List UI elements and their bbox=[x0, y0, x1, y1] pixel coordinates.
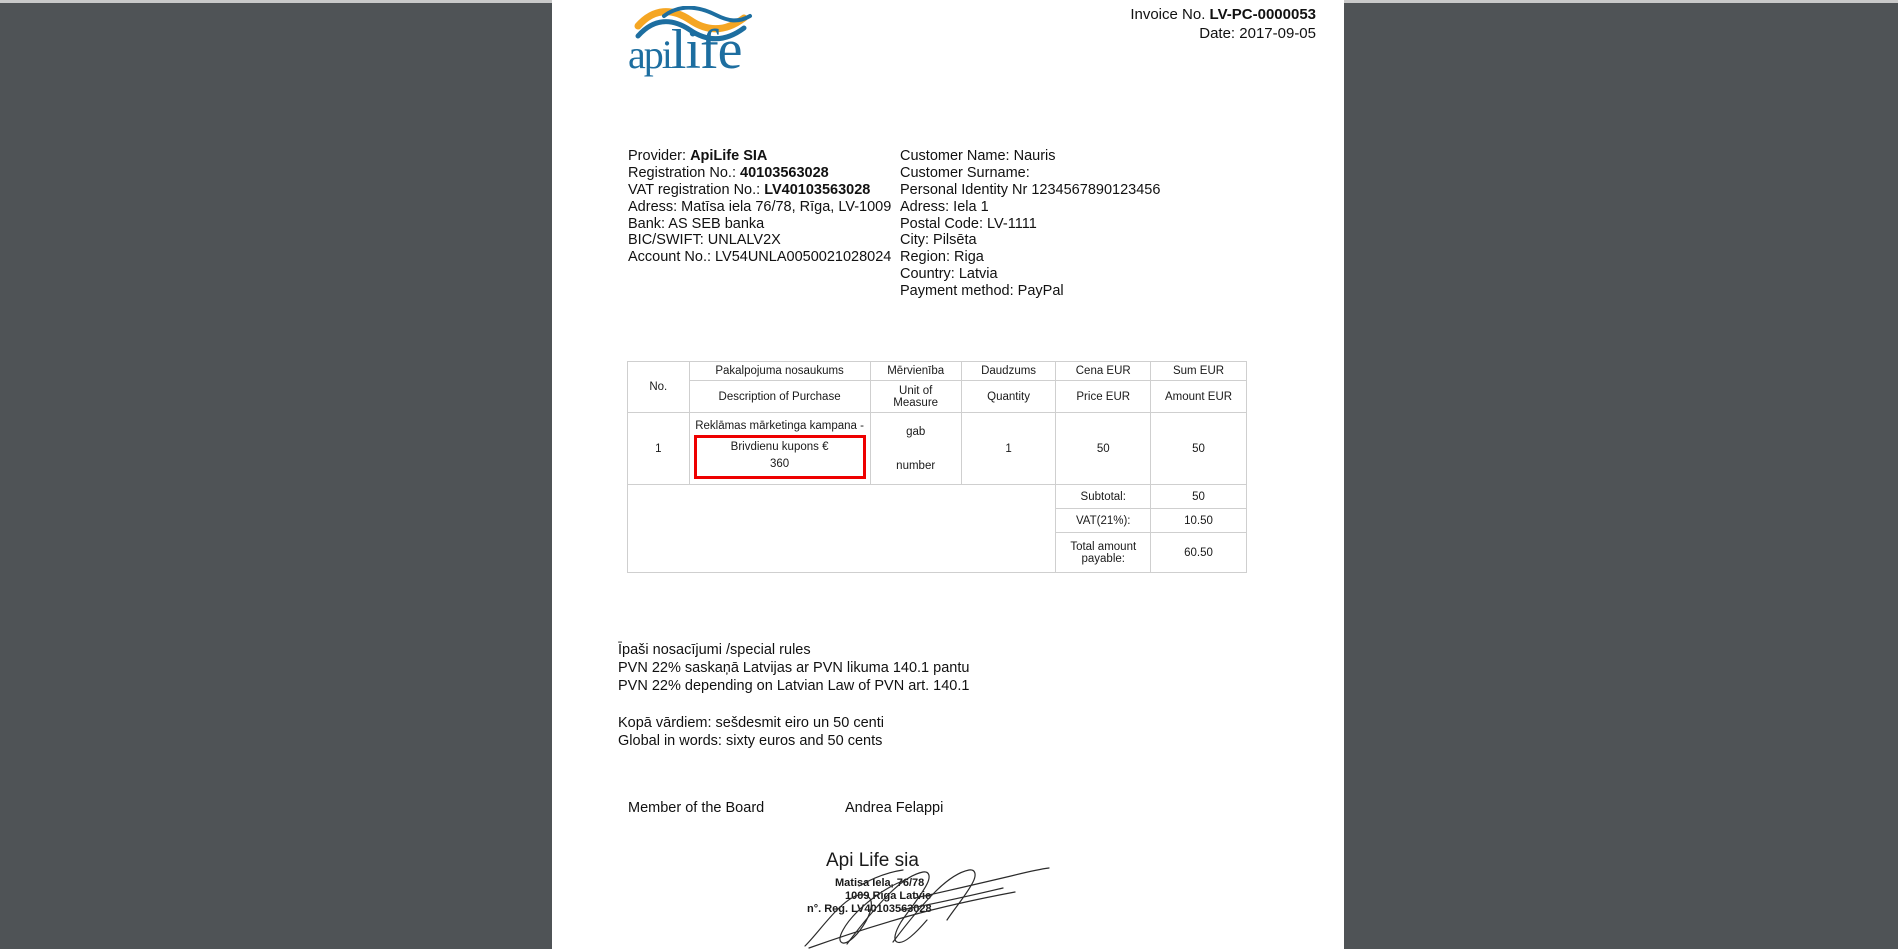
col-price-header-en: Price EUR bbox=[1055, 380, 1152, 413]
notes-pvn-en: PVN 22% depending on Latvian Law of PVN … bbox=[618, 677, 970, 694]
cell-row-no: 1 bbox=[627, 412, 690, 485]
amount-in-words-en: Global in words: sixty euros and 50 cent… bbox=[618, 732, 883, 749]
provider-address-line: Adress: Matīsa iela 76/78, Rīga, LV-1009 bbox=[628, 198, 892, 215]
amount-in-words-lv: Kopā vārdiem: sešdesmit eiro un 50 centi bbox=[618, 714, 884, 731]
cell-unit-spacer bbox=[875, 438, 957, 460]
provider-vatno-label: VAT registration No.: bbox=[628, 181, 765, 198]
customer-personal-id-line: Personal Identity Nr 1234567890123456 bbox=[900, 181, 1161, 198]
total-amount-label-l2: payable: bbox=[1081, 552, 1125, 565]
wave-swoosh-icon bbox=[634, 6, 752, 42]
invoice-meta: Invoice No. LV-PC-0000053 Date: 2017-09-… bbox=[1130, 6, 1316, 44]
stamp-title: Api Life sia bbox=[826, 850, 919, 871]
notes-pvn-lv: PVN 22% saskaņā Latvijas ar PVN likuma 1… bbox=[618, 659, 970, 676]
customer-address-line: Adress: Iela 1 bbox=[900, 198, 989, 215]
col-no-header: No. bbox=[627, 361, 690, 413]
table-row: 1 Reklāmas mārketinga kampana - Brivdien… bbox=[627, 412, 1247, 485]
provider-regno-line: Registration No.: 40103563028 bbox=[628, 165, 891, 182]
vat-label: VAT(21%): bbox=[1055, 508, 1152, 533]
signatory-name: Andrea Felappi bbox=[845, 800, 944, 816]
subtotal-label: Subtotal: bbox=[1055, 484, 1152, 509]
col-price-header-lv: Cena EUR bbox=[1055, 361, 1152, 381]
provider-block: Provider: ApiLife SIA Registration No.: … bbox=[628, 148, 891, 266]
invoice-date-label: Date: bbox=[1199, 24, 1236, 42]
provider-vatno-line: VAT registration No.: LV40103563028 bbox=[628, 182, 891, 199]
customer-country-line: Country: Latvia bbox=[900, 266, 998, 283]
col-unit-header-lv: Mērvienība bbox=[869, 361, 962, 381]
col-quantity-header-en: Quantity bbox=[960, 380, 1057, 413]
provider-name-label: Provider: bbox=[628, 148, 691, 164]
cell-unit-en: number bbox=[896, 459, 936, 472]
customer-name-line: Customer Name: Nauris bbox=[900, 148, 1056, 164]
signatory-role: Member of the Board bbox=[628, 800, 765, 816]
line-items-table: No. Pakalpojuma nosaukums Mērvienība Dau… bbox=[626, 361, 1247, 573]
totals-row-total: Total amount payable: 60.50 bbox=[628, 532, 1247, 573]
customer-city-line: City: Pilsēta bbox=[900, 232, 977, 249]
stamp-city-line: 1009 Riga Latvie bbox=[845, 890, 932, 902]
col-unit-header-en-l2: Measure bbox=[893, 396, 939, 409]
invoice-number-row: Invoice No. LV-PC-0000053 bbox=[1130, 6, 1316, 25]
logo-life-text: life bbox=[670, 19, 743, 81]
col-amount-header-lv: Sum EUR bbox=[1150, 361, 1247, 381]
total-amount-label: Total amount payable: bbox=[1055, 532, 1152, 573]
totals-row-subtotal: Subtotal: 50 bbox=[626, 484, 1247, 573]
customer-block: Customer Name: Nauris Customer Surname: … bbox=[900, 148, 1160, 300]
invoice-number-value: LV-PC-0000053 bbox=[1209, 6, 1316, 23]
totals-blank-area bbox=[626, 484, 1057, 573]
invoice-header: apilife Invoice No. LV-PC-0000053 Date: … bbox=[552, 0, 1344, 92]
customer-postal-code-line: Postal Code: LV-1111 bbox=[900, 215, 1037, 232]
stamp-address-line: Matisa Iela, 76/78 bbox=[835, 877, 925, 889]
notes-spacer bbox=[618, 696, 969, 715]
customer-region-line: Region: Riga bbox=[900, 249, 984, 266]
cell-unit: gab number bbox=[869, 412, 962, 485]
provider-account-line: Account No.: LV54UNLA0050021028024 bbox=[628, 249, 892, 266]
col-amount-header-en: Amount EUR bbox=[1150, 380, 1247, 413]
table-header-row-lv: No. Pakalpojuma nosaukums Mērvienība Dau… bbox=[627, 361, 1247, 413]
cell-quantity: 1 bbox=[960, 412, 1057, 485]
provider-bank-line: Bank: AS SEB banka bbox=[628, 215, 765, 232]
total-amount-label-l1: Total amount bbox=[1070, 540, 1137, 553]
vat-value: 10.50 bbox=[1150, 508, 1247, 533]
provider-vatno-value: LV40103563028 bbox=[764, 181, 871, 198]
provider-name-value: ApiLife SIA bbox=[690, 148, 768, 164]
invoice-page: apilife Invoice No. LV-PC-0000053 Date: … bbox=[552, 0, 1344, 949]
customer-payment-method-line: Payment method: PayPal bbox=[900, 283, 1064, 300]
notes-title: Īpaši nosacījumi /special rules bbox=[618, 642, 811, 658]
col-unit-header-en: Unit of Measure bbox=[869, 380, 962, 413]
provider-regno-value: 40103563028 bbox=[740, 164, 829, 181]
col-description-header-lv: Pakalpojuma nosaukums bbox=[688, 361, 871, 381]
invoice-date-value: 2017-09-05 bbox=[1239, 24, 1316, 42]
total-amount-value: 60.50 bbox=[1150, 532, 1247, 573]
stamp-regno-line: n°. Reg. LV40103563028 bbox=[807, 903, 932, 915]
line-items-table-wrapper: No. Pakalpojuma nosaukums Mērvienība Dau… bbox=[626, 361, 1247, 573]
logo-api-text: api bbox=[628, 32, 673, 77]
cell-amount: 50 bbox=[1150, 412, 1247, 485]
table-header-row-en: Description of Purchase Unit of Measure … bbox=[628, 380, 1247, 413]
handwritten-signature bbox=[804, 867, 1050, 949]
col-unit-header-en-l1: Unit of bbox=[899, 384, 933, 397]
subtotal-value: 50 bbox=[1150, 484, 1247, 509]
provider-swift-line: BIC/SWIFT: UNLALV2X bbox=[628, 232, 781, 249]
special-rules-notes: Īpaši nosacījumi /special rules PVN 22% … bbox=[618, 642, 969, 751]
provider-name-line: Provider: ApiLife SIA bbox=[628, 148, 891, 165]
col-description-header-en: Description of Purchase bbox=[688, 380, 871, 413]
description-line-1: Reklāmas mārketinga kampana - bbox=[695, 420, 864, 433]
cell-description: Reklāmas mārketinga kampana - Brivdienu … bbox=[688, 412, 871, 485]
provider-regno-label: Registration No.: bbox=[628, 164, 741, 181]
description-highlight-box: Brivdienu kupons € 360 bbox=[693, 435, 866, 479]
col-quantity-header-lv: Daudzums bbox=[960, 361, 1057, 381]
invoice-number-label: Invoice No. bbox=[1130, 6, 1206, 23]
invoice-date-row: Date: 2017-09-05 bbox=[1130, 25, 1316, 44]
logo-wordmark: apilife bbox=[628, 22, 742, 78]
apilife-logo: apilife bbox=[628, 4, 843, 78]
company-stamp: Api Life sia Matisa Iela, 76/78 1009 Rig… bbox=[804, 850, 1067, 949]
customer-surname-line: Customer Surname: bbox=[900, 164, 1030, 181]
totals-row-vat: VAT(21%): 10.50 bbox=[628, 508, 1247, 533]
cell-unit-lv: gab bbox=[906, 425, 926, 438]
cell-price: 50 bbox=[1055, 412, 1152, 485]
